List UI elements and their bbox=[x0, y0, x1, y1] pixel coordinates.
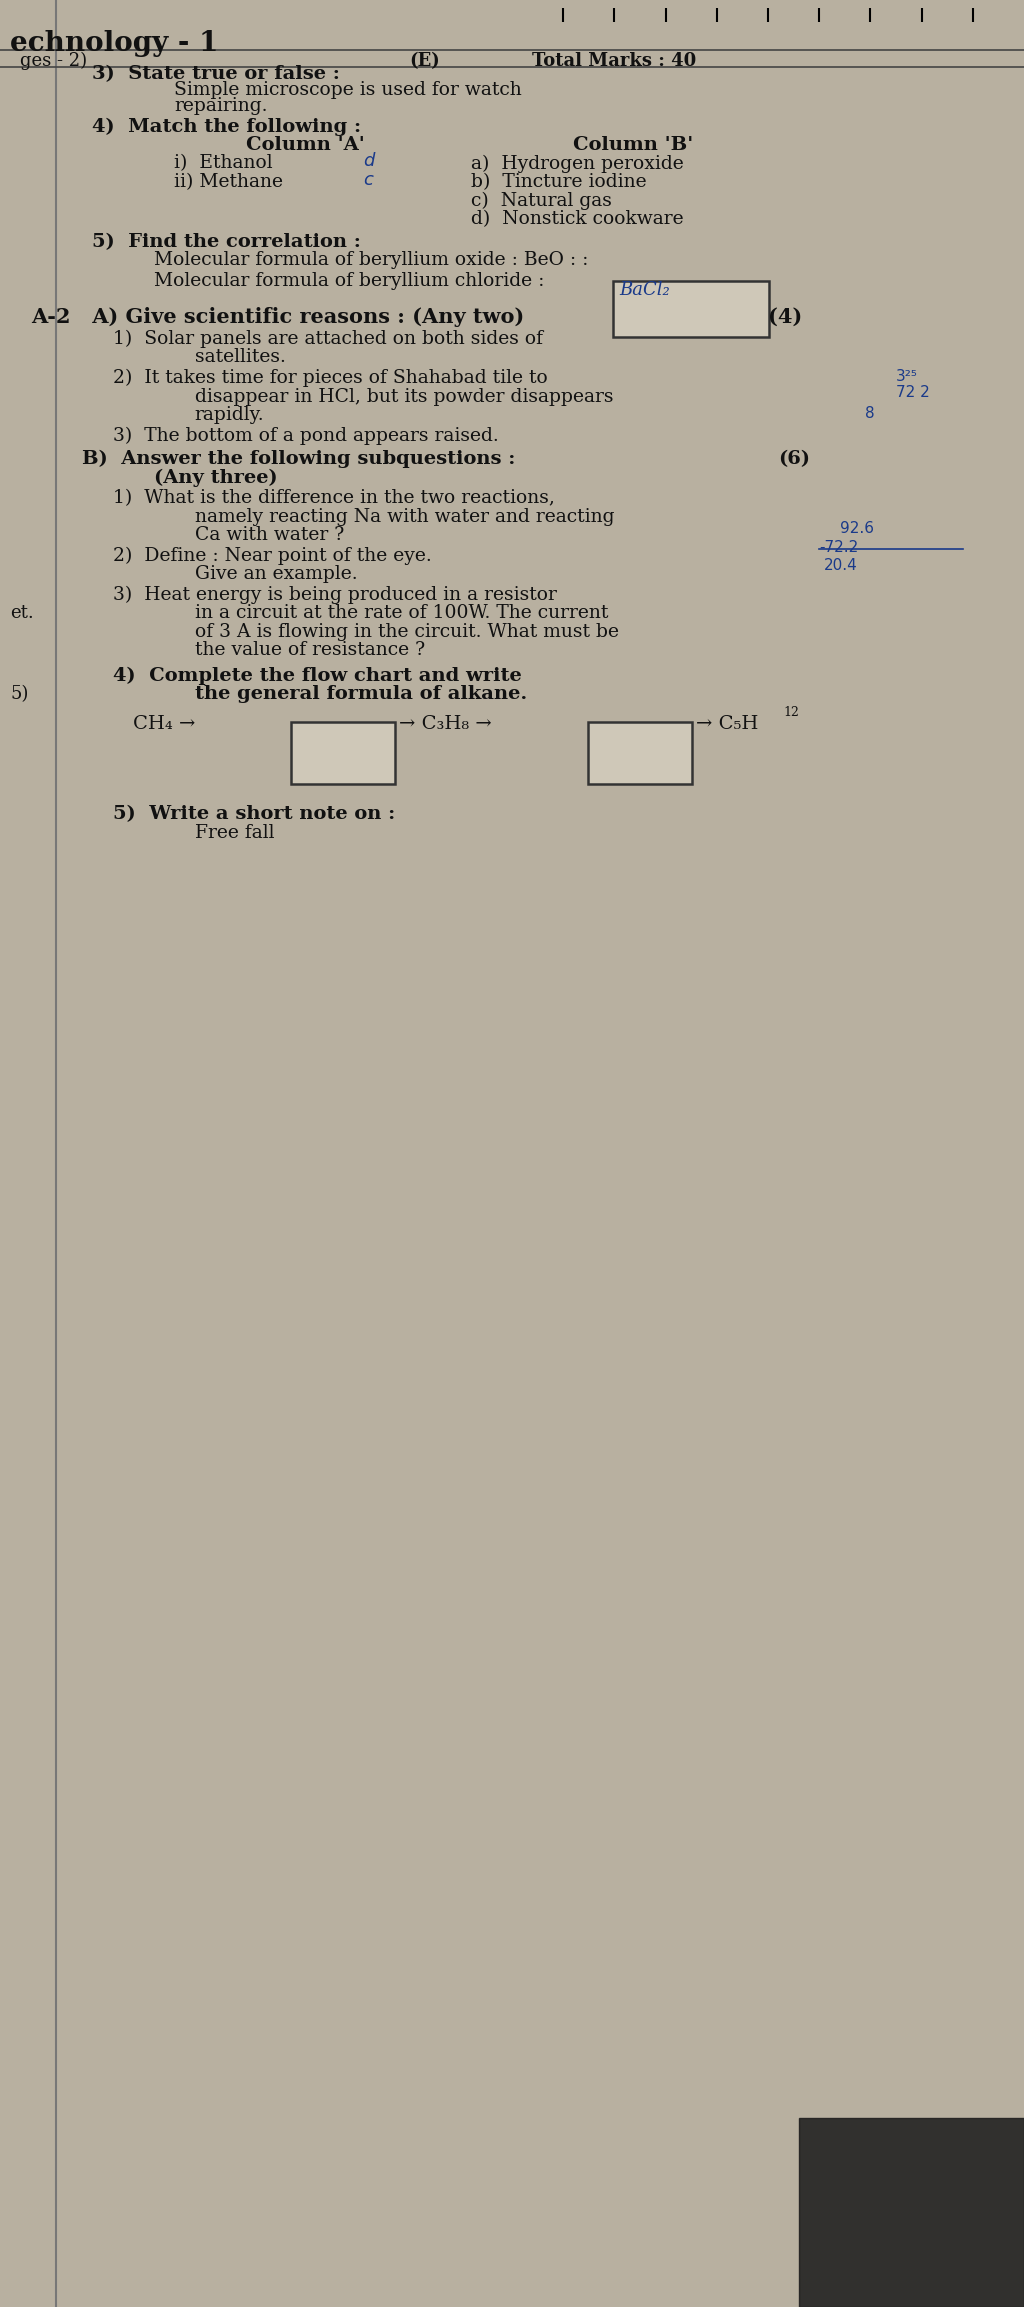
Text: et.: et. bbox=[10, 604, 34, 623]
Text: → C₅H: → C₅H bbox=[696, 715, 759, 734]
Text: 3)  The bottom of a pond appears raised.: 3) The bottom of a pond appears raised. bbox=[113, 427, 499, 445]
Text: satellites.: satellites. bbox=[195, 348, 286, 367]
Text: 5)  Find the correlation :: 5) Find the correlation : bbox=[92, 233, 361, 251]
Text: CH₄ →: CH₄ → bbox=[133, 715, 196, 734]
Text: Column 'A': Column 'A' bbox=[246, 136, 365, 155]
Text: (E): (E) bbox=[410, 51, 440, 69]
Text: ii) Methane: ii) Methane bbox=[174, 173, 283, 191]
Text: -72.2: -72.2 bbox=[819, 540, 858, 556]
Bar bbox=[799, 2118, 1024, 2307]
Text: ges - 2): ges - 2) bbox=[20, 51, 88, 69]
Text: i)  Ethanol: i) Ethanol bbox=[174, 155, 272, 173]
Text: disappear in HCl, but its powder disappears: disappear in HCl, but its powder disappe… bbox=[195, 388, 613, 406]
Text: d)  Nonstick cookware: d) Nonstick cookware bbox=[471, 210, 684, 228]
Text: B)  Answer the following subquestions :: B) Answer the following subquestions : bbox=[82, 450, 515, 468]
Text: c: c bbox=[364, 171, 374, 189]
Text: 8: 8 bbox=[865, 406, 874, 422]
Text: 20.4: 20.4 bbox=[824, 558, 858, 574]
Text: 5): 5) bbox=[10, 685, 29, 704]
Text: (4): (4) bbox=[768, 307, 802, 328]
Text: 2)  Define : Near point of the eye.: 2) Define : Near point of the eye. bbox=[113, 547, 431, 565]
Text: echnology - 1: echnology - 1 bbox=[10, 30, 218, 58]
Text: 72 2: 72 2 bbox=[896, 385, 930, 401]
Text: in a circuit at the rate of 100W. The current: in a circuit at the rate of 100W. The cu… bbox=[195, 604, 608, 623]
Text: b)  Tincture iodine: b) Tincture iodine bbox=[471, 173, 647, 191]
Text: 4)  Match the following :: 4) Match the following : bbox=[92, 118, 361, 136]
Text: 2)  It takes time for pieces of Shahabad tile to: 2) It takes time for pieces of Shahabad … bbox=[113, 369, 548, 388]
Text: Column 'B': Column 'B' bbox=[573, 136, 693, 155]
Text: the value of resistance ?: the value of resistance ? bbox=[195, 641, 425, 660]
Text: Molecular formula of beryllium oxide : BeO : :: Molecular formula of beryllium oxide : B… bbox=[154, 251, 588, 270]
Text: Simple microscope is used for watch: Simple microscope is used for watch bbox=[174, 81, 522, 99]
Text: 3²⁵: 3²⁵ bbox=[896, 369, 918, 385]
Text: 5)  Write a short note on :: 5) Write a short note on : bbox=[113, 805, 395, 824]
Text: Molecular formula of beryllium chloride :: Molecular formula of beryllium chloride … bbox=[154, 272, 556, 291]
Text: 3)  State true or false :: 3) State true or false : bbox=[92, 65, 340, 83]
Text: A-2   A) Give scientific reasons : (Any two): A-2 A) Give scientific reasons : (Any tw… bbox=[31, 307, 524, 328]
Text: 12: 12 bbox=[783, 706, 800, 720]
Text: (6): (6) bbox=[778, 450, 810, 468]
FancyBboxPatch shape bbox=[291, 722, 395, 784]
FancyBboxPatch shape bbox=[588, 722, 692, 784]
Text: 4)  Complete the flow chart and write: 4) Complete the flow chart and write bbox=[113, 667, 521, 685]
Text: 3)  Heat energy is being produced in a resistor: 3) Heat energy is being produced in a re… bbox=[113, 586, 556, 604]
Text: repairing.: repairing. bbox=[174, 97, 267, 115]
FancyBboxPatch shape bbox=[613, 281, 769, 337]
Text: 1)  What is the difference in the two reactions,: 1) What is the difference in the two rea… bbox=[113, 489, 555, 508]
Text: 1)  Solar panels are attached on both sides of: 1) Solar panels are attached on both sid… bbox=[113, 330, 543, 348]
Text: of 3 A is flowing in the circuit. What must be: of 3 A is flowing in the circuit. What m… bbox=[195, 623, 618, 641]
Text: namely reacting Na with water and reacting: namely reacting Na with water and reacti… bbox=[195, 508, 614, 526]
Text: the general formula of alkane.: the general formula of alkane. bbox=[195, 685, 526, 704]
Text: → C₃H₈ →: → C₃H₈ → bbox=[399, 715, 493, 734]
Text: a)  Hydrogen peroxide: a) Hydrogen peroxide bbox=[471, 155, 684, 173]
Text: Free fall: Free fall bbox=[195, 824, 274, 842]
Text: BaCl₂: BaCl₂ bbox=[620, 281, 671, 300]
Text: d: d bbox=[364, 152, 375, 171]
Text: (Any three): (Any three) bbox=[154, 468, 278, 487]
Text: rapidly.: rapidly. bbox=[195, 406, 264, 424]
Text: c)  Natural gas: c) Natural gas bbox=[471, 191, 612, 210]
Text: Total Marks : 40: Total Marks : 40 bbox=[532, 51, 696, 69]
Text: 92.6: 92.6 bbox=[840, 521, 873, 538]
Text: Give an example.: Give an example. bbox=[195, 565, 357, 584]
Text: Ca with water ?: Ca with water ? bbox=[195, 526, 344, 544]
